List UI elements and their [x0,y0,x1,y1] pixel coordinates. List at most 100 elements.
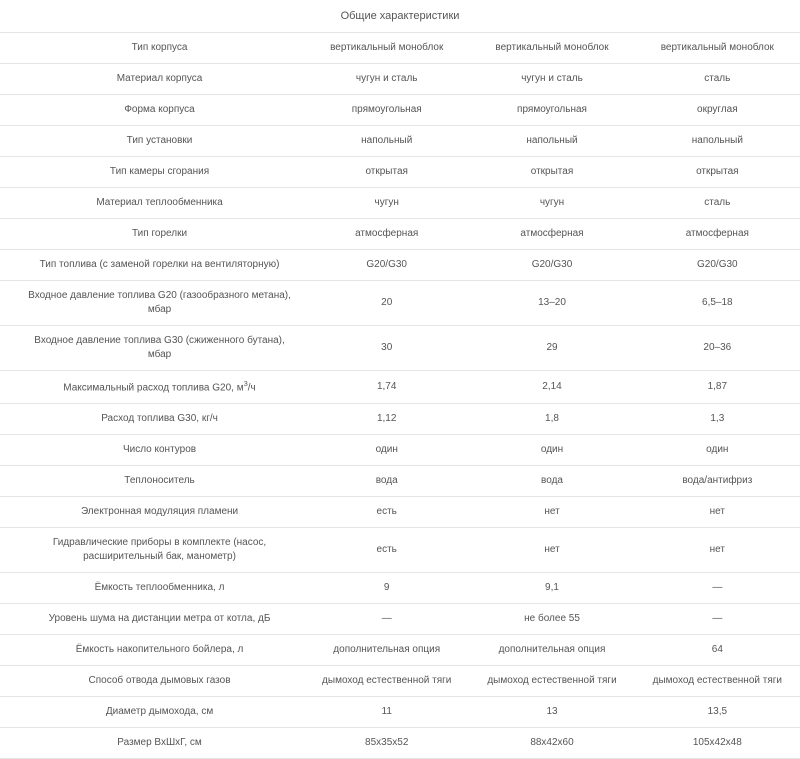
row-value: 9 [304,573,469,604]
row-label: Теплоноситель [0,466,304,497]
row-value: 6,5–18 [635,281,800,326]
row-label: Тип установки [0,126,304,157]
row-label: Расход топлива G30, кг/ч [0,404,304,435]
row-label: Способ отвода дымовых газов [0,666,304,697]
row-value: 13–20 [469,281,634,326]
row-value: открытая [635,157,800,188]
row-value: вода/антифриз [635,466,800,497]
table-row: Число контуроводинодинодин [0,435,800,466]
row-value: 1,8 [469,404,634,435]
row-value: напольный [469,126,634,157]
row-label: Диаметр дымохода, см [0,697,304,728]
table-row: Способ отвода дымовых газовдымоход естес… [0,666,800,697]
row-label: Максимальный расход топлива G20, м3/ч [0,371,304,404]
row-value: нет [469,497,634,528]
row-value: — [304,604,469,635]
row-value: чугун и сталь [469,64,634,95]
row-label: Входное давление топлива G20 (газообразн… [0,281,304,326]
row-value: вертикальный моноблок [304,33,469,64]
row-label: Тип камеры сгорания [0,157,304,188]
row-value: 9,1 [469,573,634,604]
table-row: Ёмкость накопительного бойлера, л дополни… [0,635,800,666]
table-body: Тип корпусавертикальный моноблоквертикал… [0,33,800,759]
table-header: Общие характеристики [0,0,800,33]
table-row: Материал теплообменникачугунчугунсталь [0,188,800,219]
row-label: Тип топлива (с заменой горелки на вентил… [0,250,304,281]
row-value: есть [304,497,469,528]
row-value: 20–36 [635,326,800,371]
row-value: — [635,604,800,635]
table-row: Уровень шума на дистанции метра от котла… [0,604,800,635]
row-value: есть [304,528,469,573]
row-value: дымоход естественной тяги [635,666,800,697]
row-value: прямоугольная [304,95,469,126]
row-value: чугун [304,188,469,219]
table-row: Диаметр дымохода, см111313,5 [0,697,800,728]
row-value: открытая [469,157,634,188]
table-row: Тип установкинапольныйнапольныйнапольный [0,126,800,157]
row-label: Число контуров [0,435,304,466]
row-value: 1,87 [635,371,800,404]
row-value: нет [469,528,634,573]
row-value: один [469,435,634,466]
row-value: прямоугольная [469,95,634,126]
table-row: Тип горелкиатмосфернаяатмосфернаяатмосфе… [0,219,800,250]
row-value: 29 [469,326,634,371]
row-value: G20/G30 [635,250,800,281]
row-value: сталь [635,64,800,95]
row-value: атмосферная [469,219,634,250]
row-value: 2,14 [469,371,634,404]
row-value: вода [469,466,634,497]
row-value: — [635,573,800,604]
table-row: Расход топлива G30, кг/ч1,121,81,3 [0,404,800,435]
row-value: 85х35х52 [304,728,469,759]
table-row: Размер ВхШхГ, см85х35х5288х42х60105х42х4… [0,728,800,759]
row-label: Входное давление топлива G30 (сжиженного… [0,326,304,371]
row-value: 20 [304,281,469,326]
row-value: нет [635,497,800,528]
row-value: 13 [469,697,634,728]
row-label: Гидравлические приборы в комплекте (насо… [0,528,304,573]
row-label: Тип горелки [0,219,304,250]
row-value: G20/G30 [304,250,469,281]
table-row: Электронная модуляция пламениестьнетнет [0,497,800,528]
table-row: Форма корпусапрямоугольнаяпрямоугольнаяо… [0,95,800,126]
row-value: 1,12 [304,404,469,435]
table-row: Тип камеры сгоранияоткрытаяоткрытаяоткры… [0,157,800,188]
row-value: напольный [304,126,469,157]
table-row: Тип топлива (с заменой горелки на вентил… [0,250,800,281]
row-value: не более 55 [469,604,634,635]
row-value: чугун [469,188,634,219]
row-label: Уровень шума на дистанции метра от котла… [0,604,304,635]
row-label: Ёмкость накопительного бойлера, л [0,635,304,666]
table-row: Теплоносительводаводавода/антифриз [0,466,800,497]
row-label: Материал корпуса [0,64,304,95]
row-value: 1,3 [635,404,800,435]
table-row: Тип корпусавертикальный моноблоквертикал… [0,33,800,64]
table-row: Входное давление топлива G20 (газообразн… [0,281,800,326]
row-label: Материал теплообменника [0,188,304,219]
row-value: вертикальный моноблок [635,33,800,64]
row-label: Тип корпуса [0,33,304,64]
row-value: атмосферная [304,219,469,250]
row-value: один [304,435,469,466]
specifications-table: Общие характеристики Тип корпусавертикал… [0,0,800,759]
table-row: Материал корпусачугун и стальчугун и ста… [0,64,800,95]
row-label: Размер ВхШхГ, см [0,728,304,759]
row-label: Форма корпуса [0,95,304,126]
row-value: 13,5 [635,697,800,728]
row-value: 30 [304,326,469,371]
row-value: 64 [635,635,800,666]
row-value: сталь [635,188,800,219]
row-value: дополнительная опция [469,635,634,666]
row-value: G20/G30 [469,250,634,281]
row-value: нет [635,528,800,573]
row-label: Ёмкость теплообменника, л [0,573,304,604]
row-value: атмосферная [635,219,800,250]
row-value: вода [304,466,469,497]
row-value: дымоход естественной тяги [469,666,634,697]
row-value: дымоход естественной тяги [304,666,469,697]
table-row: Входное давление топлива G30 (сжиженного… [0,326,800,371]
row-value: 1,74 [304,371,469,404]
table-row: Гидравлические приборы в комплекте (насо… [0,528,800,573]
